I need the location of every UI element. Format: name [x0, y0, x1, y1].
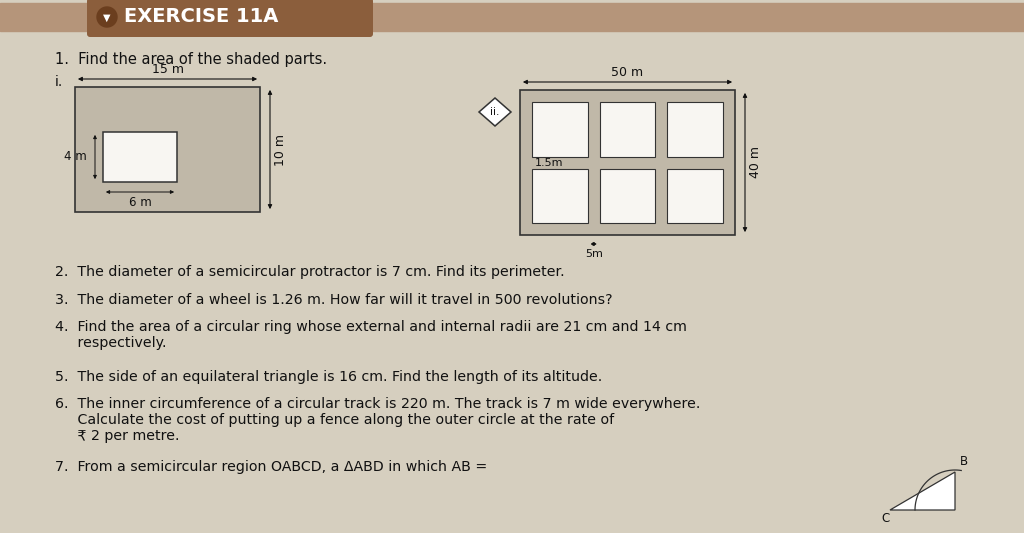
Text: 5m: 5m [585, 249, 602, 259]
Text: i.: i. [55, 75, 63, 89]
Text: ▼: ▼ [103, 13, 111, 23]
Polygon shape [479, 98, 511, 126]
Text: C: C [881, 512, 889, 525]
Text: 40 m: 40 m [749, 147, 762, 179]
Text: 5.  The side of an equilateral triangle is 16 cm. Find the length of its altitud: 5. The side of an equilateral triangle i… [55, 370, 602, 384]
Text: 7.  From a semicircular region OABCD, a ΔABD in which AB =: 7. From a semicircular region OABCD, a Δ… [55, 460, 487, 474]
Bar [520, 90, 735, 235]
Text: 6.  The inner circumference of a circular track is 220 m. The track is 7 m wide : 6. The inner circumference of a circular… [55, 397, 700, 443]
Text: ii.: ii. [490, 107, 500, 117]
Text: B: B [961, 455, 968, 468]
Bar [532, 168, 588, 223]
Text: 10 m: 10 m [274, 133, 287, 166]
Bar [600, 102, 655, 157]
Text: 2.  The diameter of a semicircular protractor is 7 cm. Find its perimeter.: 2. The diameter of a semicircular protra… [55, 265, 564, 279]
Polygon shape [890, 472, 955, 510]
FancyBboxPatch shape [87, 0, 373, 37]
Text: 15 m: 15 m [152, 63, 183, 76]
Bar [600, 168, 655, 223]
Text: 1.5m: 1.5m [535, 157, 563, 167]
Bar [668, 102, 723, 157]
Bar [532, 102, 588, 157]
Bar [75, 87, 260, 212]
Bar [668, 168, 723, 223]
Text: 6 m: 6 m [129, 196, 152, 209]
Circle shape [97, 7, 117, 27]
Text: 1.  Find the area of the shaded parts.: 1. Find the area of the shaded parts. [55, 52, 327, 67]
Text: EXERCISE 11A: EXERCISE 11A [124, 7, 279, 27]
Text: 50 m: 50 m [611, 66, 643, 79]
Text: 4.  Find the area of a circular ring whose external and internal radii are 21 cm: 4. Find the area of a circular ring whos… [55, 320, 687, 350]
Bar [0, 3, 1024, 31]
Text: 3.  The diameter of a wheel is 1.26 m. How far will it travel in 500 revolutions: 3. The diameter of a wheel is 1.26 m. Ho… [55, 293, 612, 307]
Bar [103, 132, 177, 182]
Text: 4 m: 4 m [65, 150, 87, 164]
